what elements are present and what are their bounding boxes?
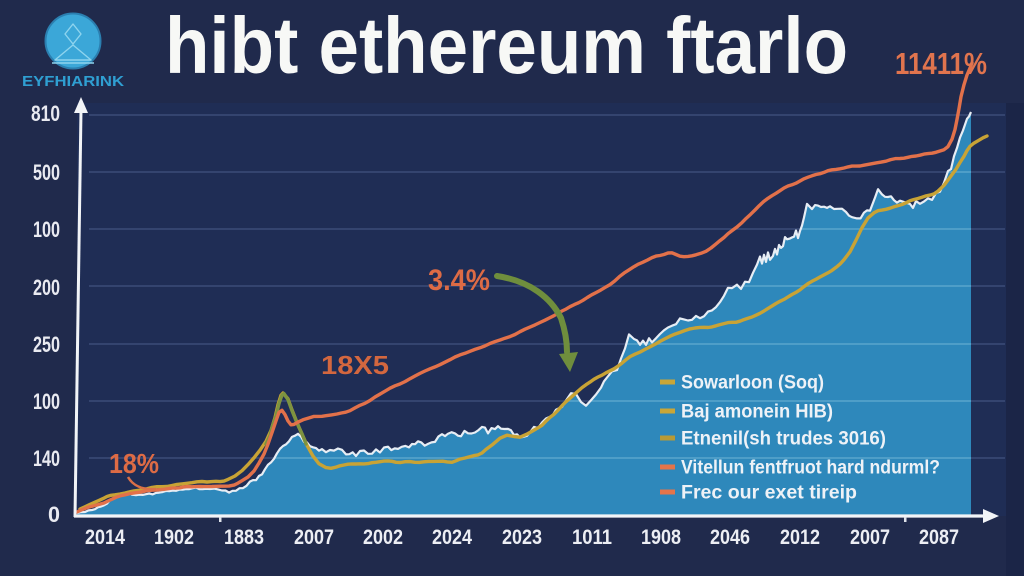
svg-text:500: 500 <box>33 160 60 185</box>
svg-text:1902: 1902 <box>154 526 194 549</box>
svg-text:2046: 2046 <box>710 526 750 549</box>
svg-text:2007: 2007 <box>850 526 890 549</box>
svg-text:EYFHIARINK: EYFHIARINK <box>22 73 124 90</box>
svg-text:2012: 2012 <box>780 526 820 549</box>
svg-text:3.4%: 3.4% <box>428 264 490 297</box>
svg-text:Vitellun fentfruot hard ndurml: Vitellun fentfruot hard ndurml? <box>681 458 940 479</box>
svg-text:100: 100 <box>33 389 60 414</box>
svg-text:Etnenil(sh trudes 3016): Etnenil(sh trudes 3016) <box>681 429 886 450</box>
svg-text:2007: 2007 <box>294 526 334 549</box>
svg-text:2087: 2087 <box>919 526 959 549</box>
svg-text:140: 140 <box>33 446 60 471</box>
svg-text:11411%: 11411% <box>895 46 987 81</box>
svg-text:1011: 1011 <box>572 526 612 549</box>
svg-text:1908: 1908 <box>641 526 681 549</box>
svg-text:hibt ethereum ftarlo: hibt ethereum ftarlo <box>165 1 848 90</box>
svg-text:2024: 2024 <box>432 526 472 549</box>
svg-text:200: 200 <box>33 275 60 300</box>
svg-text:18%: 18% <box>109 448 159 479</box>
svg-text:1883: 1883 <box>224 526 264 549</box>
svg-text:Baj amonein HIB): Baj amonein HIB) <box>681 402 833 423</box>
svg-text:Frec our exet tireip: Frec our exet tireip <box>681 483 857 504</box>
svg-text:0: 0 <box>48 502 60 527</box>
svg-text:250: 250 <box>33 332 60 357</box>
svg-text:18X5: 18X5 <box>321 350 389 380</box>
svg-text:2014: 2014 <box>85 526 125 549</box>
svg-text:2023: 2023 <box>502 526 542 549</box>
svg-text:810: 810 <box>31 101 60 126</box>
svg-text:Sowarloon (Soq): Sowarloon (Soq) <box>681 373 824 394</box>
svg-text:2002: 2002 <box>363 526 403 549</box>
svg-text:100: 100 <box>33 217 60 242</box>
